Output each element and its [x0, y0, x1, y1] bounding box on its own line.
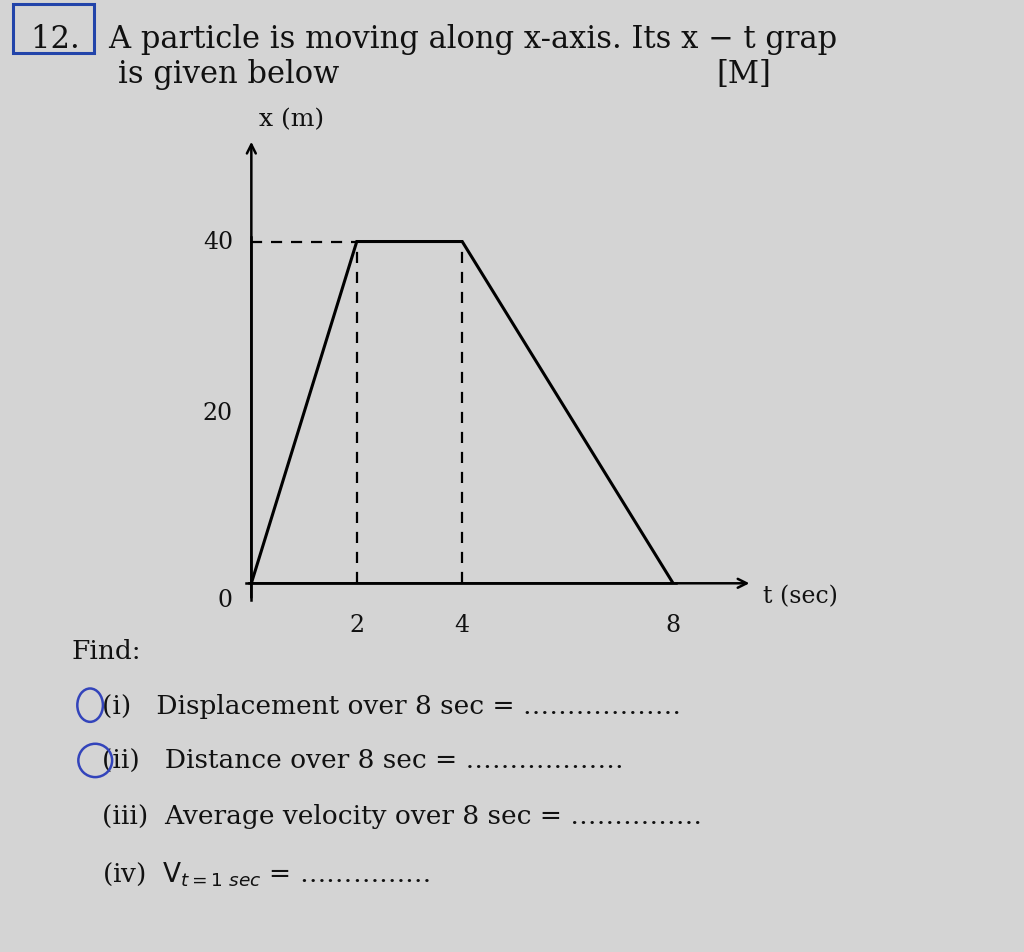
Text: x (m): x (m)	[259, 109, 325, 131]
Text: 12.   A particle is moving along x-axis. Its x − t grap: 12. A particle is moving along x-axis. I…	[31, 24, 837, 55]
Text: 20: 20	[203, 402, 232, 425]
Text: (iii)  Average velocity over 8 sec = ……………: (iii) Average velocity over 8 sec = ……………	[102, 803, 702, 828]
Text: 8: 8	[666, 613, 681, 637]
Text: 40: 40	[203, 230, 232, 254]
Text: 4: 4	[455, 613, 470, 637]
Text: 2: 2	[349, 613, 365, 637]
Text: is given below: is given below	[118, 59, 339, 90]
Text: Find:: Find:	[72, 638, 141, 663]
Text: t (sec): t (sec)	[763, 585, 838, 608]
Text: (iv)  $\mathrm{V}_{t=1\ sec}$ = ……………: (iv) $\mathrm{V}_{t=1\ sec}$ = ……………	[102, 859, 431, 886]
Text: (i)   Displacement over 8 sec = ………………: (i) Displacement over 8 sec = ………………	[102, 693, 682, 718]
Text: 0: 0	[218, 588, 232, 611]
Text: [M]: [M]	[717, 59, 772, 90]
Text: (ii)   Distance over 8 sec = ………………: (ii) Distance over 8 sec = ………………	[102, 748, 625, 773]
